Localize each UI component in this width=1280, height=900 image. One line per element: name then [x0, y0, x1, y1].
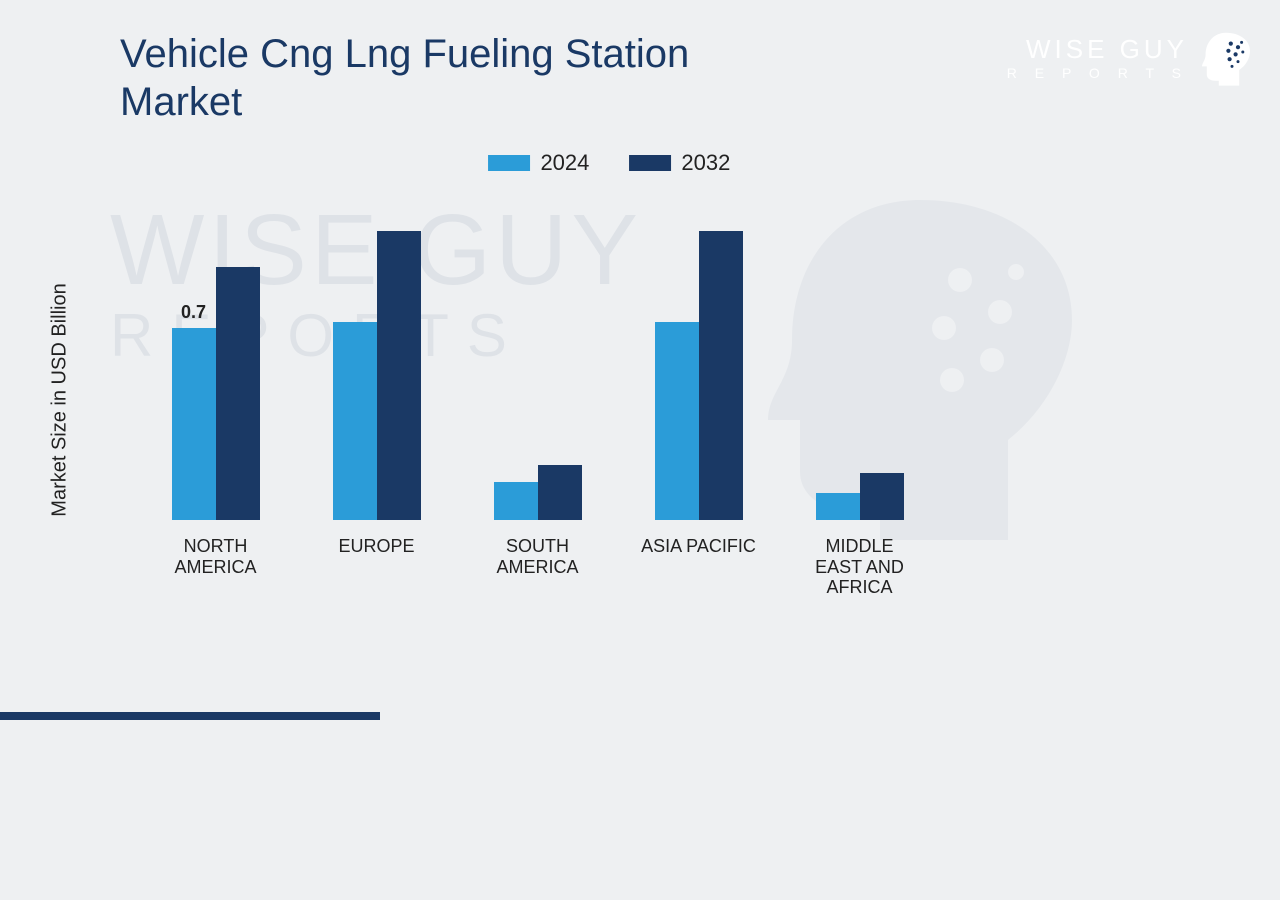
chart-title: Vehicle Cng Lng Fueling Station Market — [120, 30, 720, 126]
category-labels: NORTH AMERICA EUROPE SOUTH AMERICA ASIA PAC… — [135, 530, 940, 650]
y-axis-label: Market Size in USD Billion — [49, 283, 72, 516]
legend: 2024 2032 — [488, 150, 730, 176]
page-root: WISE GUY REPORTS WISE GUY R E P O R T S … — [0, 0, 1280, 720]
bar-group — [800, 473, 920, 520]
bar-group — [478, 465, 598, 520]
bar-2032 — [216, 267, 260, 520]
brand-name-line2: R E P O R T S — [1007, 66, 1188, 80]
legend-swatch-2032 — [629, 155, 671, 171]
bar-2032 — [377, 231, 421, 520]
bar-2024 — [494, 482, 538, 521]
bar-2032 — [699, 231, 743, 520]
bar-2024 — [655, 322, 699, 520]
bar-2032 — [860, 473, 904, 520]
bar-group: 0.7 — [156, 267, 276, 520]
category-label: ASIA PACIFIC — [639, 530, 759, 650]
category-label: MIDDLE EAST AND AFRICA — [800, 530, 920, 650]
bar-group — [317, 231, 437, 520]
legend-label-2024: 2024 — [540, 150, 589, 176]
bottom-accent-bar — [0, 712, 380, 720]
legend-swatch-2024 — [488, 155, 530, 171]
bar-2024: 0.7 — [172, 328, 216, 521]
category-label: EUROPE — [317, 530, 437, 650]
bar-2024 — [333, 322, 377, 520]
bar-group — [639, 231, 759, 520]
legend-item-2032: 2032 — [629, 150, 730, 176]
brand-logo: WISE GUY R E P O R T S — [1007, 28, 1256, 88]
brand-name-line1: WISE GUY — [1007, 36, 1188, 62]
bars-area: 0.7 — [135, 190, 940, 520]
legend-label-2032: 2032 — [681, 150, 730, 176]
bar-2032 — [538, 465, 582, 520]
brand-head-icon — [1196, 28, 1256, 88]
category-label: SOUTH AMERICA — [478, 530, 598, 650]
chart-container: Market Size in USD Billion 2024 2032 0.7… — [70, 150, 940, 650]
legend-item-2024: 2024 — [488, 150, 589, 176]
bar-2024 — [816, 493, 860, 521]
bar-value-label: 0.7 — [181, 302, 206, 323]
category-label: NORTH AMERICA — [156, 530, 276, 650]
